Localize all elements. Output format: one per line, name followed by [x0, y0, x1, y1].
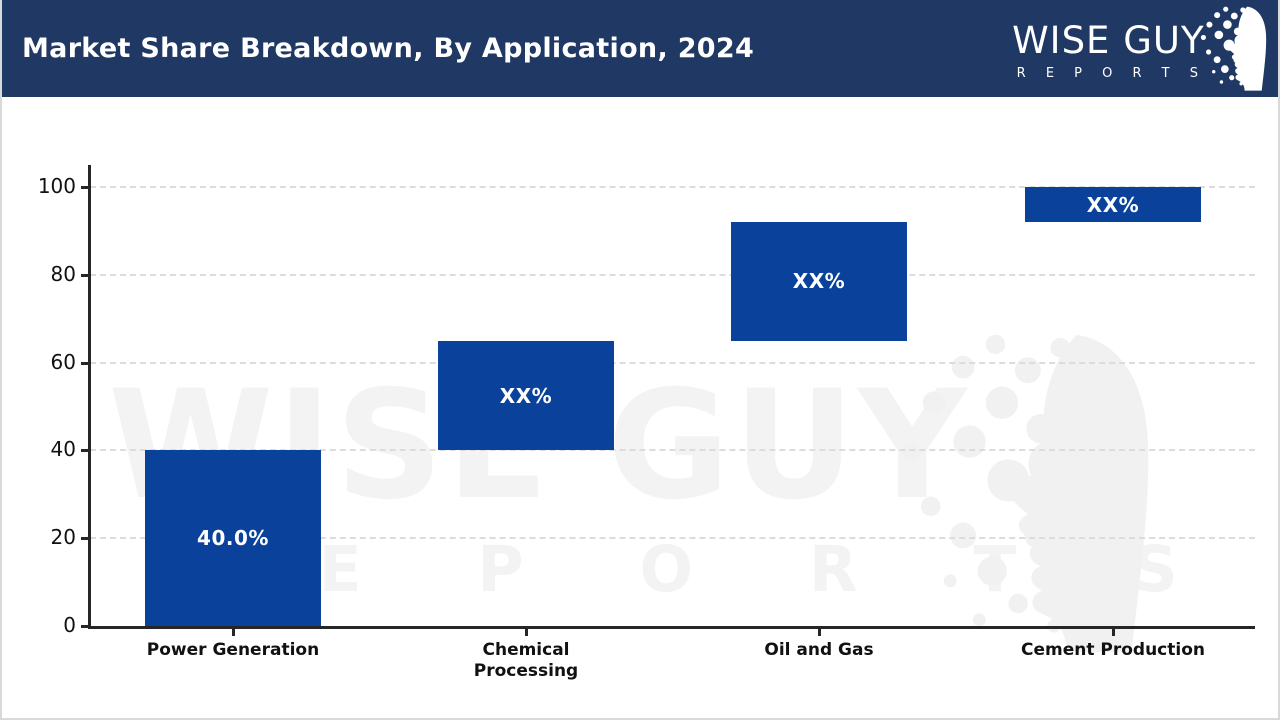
grid-line: [90, 361, 1255, 364]
bar-cement-production: XX%: [1025, 187, 1201, 223]
x-category-label: Chemical Processing: [473, 640, 579, 681]
wise-guy-logo: WISE GUY R E P O R T S: [1011, 4, 1270, 96]
grid-line: [90, 537, 1255, 540]
waterfall-chart: 0 20 40 60 80 100 40.0% Power Generation XX% Chem…: [2, 97, 1278, 718]
logo-subtext: R E P O R T S: [1016, 66, 1206, 81]
x-category-label: Oil and Gas: [764, 640, 874, 660]
y-tick-mark: [81, 361, 90, 365]
y-tick-label: 20: [50, 525, 76, 550]
x-tick-mark: [525, 628, 528, 636]
x-category-label: Cement Production: [1020, 640, 1205, 660]
bar-value-label: 40.0%: [197, 526, 269, 551]
logo-wordmark: WISE GUY: [1012, 19, 1205, 62]
bar-value-label: XX%: [792, 269, 846, 294]
logo-text: WISE GUY R E P O R T S: [1011, 22, 1206, 81]
x-category-label: Power Generation: [146, 640, 320, 660]
bar-value-label: XX%: [499, 383, 553, 408]
x-tick-mark: [232, 628, 235, 636]
y-axis-line: [88, 165, 91, 629]
y-tick-mark: [81, 449, 90, 453]
page-title: Market Share Breakdown, By Application, …: [22, 33, 755, 64]
y-tick-mark: [81, 625, 90, 628]
y-tick-label: 40: [50, 437, 76, 462]
y-tick-label: 0: [63, 613, 76, 637]
x-axis-line: [88, 626, 1255, 629]
bar-value-label: XX%: [1086, 192, 1140, 217]
grid-line: [90, 186, 1255, 188]
y-tick-mark: [81, 186, 90, 189]
x-tick-mark: [1112, 628, 1115, 636]
bar-power-generation: 40.0%: [145, 450, 321, 626]
bar-oil-and-gas: XX%: [731, 222, 907, 341]
y-tick-mark: [81, 537, 90, 541]
y-tick-label: 60: [50, 349, 76, 374]
x-tick-mark: [818, 628, 821, 636]
bar-chemical-processing: XX%: [438, 340, 614, 451]
grid-line: [90, 273, 1255, 276]
y-tick-label: 80: [50, 261, 76, 286]
dotted-head-profile-icon: [1200, 6, 1267, 91]
y-tick-label: 100: [37, 174, 76, 198]
header: Market Share Breakdown, By Application, …: [2, 0, 1278, 97]
y-tick-mark: [81, 273, 90, 277]
grid-line: [90, 449, 1255, 452]
chart-area: WISE GUY R E P O R T S 0 20 40 60 80 100 40.0%…: [2, 97, 1278, 718]
